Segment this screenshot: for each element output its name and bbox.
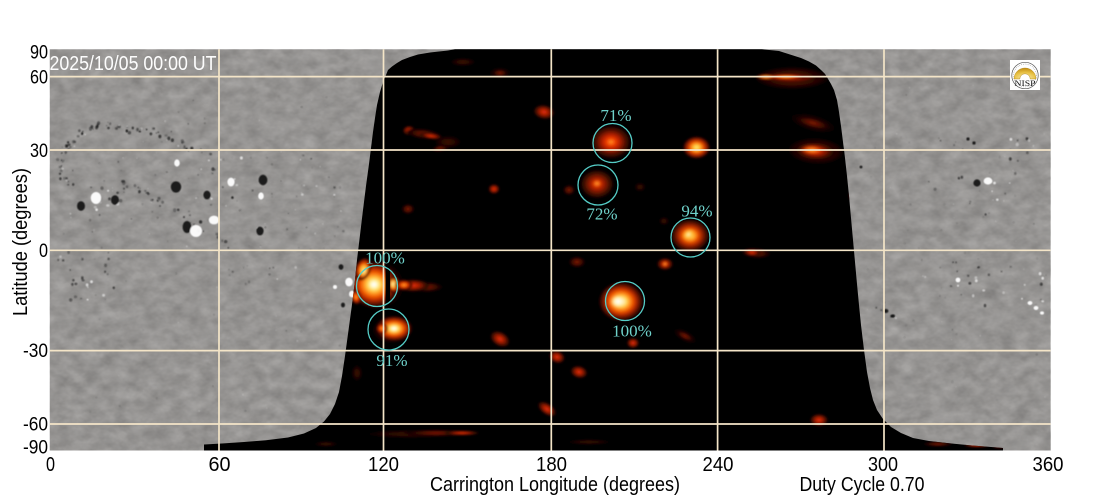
svg-text:Latitude (degrees): Latitude (degrees) <box>10 168 32 316</box>
svg-text:-90: -90 <box>23 437 48 459</box>
svg-text:72%: 72% <box>586 205 617 224</box>
svg-text:NISP: NISP <box>1015 79 1037 88</box>
svg-text:100%: 100% <box>365 249 405 268</box>
svg-text:180: 180 <box>536 454 567 476</box>
svg-text:300: 300 <box>868 454 898 476</box>
svg-text:2025/10/05 00:00 UT: 2025/10/05 00:00 UT <box>50 53 217 75</box>
svg-text:Carrington Longitude (degrees): Carrington Longitude (degrees) <box>430 474 680 496</box>
svg-text:360: 360 <box>1033 454 1064 476</box>
svg-text:0: 0 <box>39 240 48 262</box>
svg-text:-30: -30 <box>23 340 48 362</box>
svg-text:60: 60 <box>209 454 231 476</box>
svg-text:90: 90 <box>30 42 48 64</box>
svg-text:Duty Cycle 0.70: Duty Cycle 0.70 <box>800 474 925 496</box>
svg-text:60: 60 <box>30 66 48 88</box>
svg-text:-60: -60 <box>23 414 48 436</box>
svg-text:120: 120 <box>368 454 399 476</box>
svg-text:240: 240 <box>703 454 734 476</box>
svg-text:100%: 100% <box>612 322 652 341</box>
svg-text:30: 30 <box>30 140 48 162</box>
svg-text:71%: 71% <box>600 106 631 125</box>
svg-text:94%: 94% <box>681 202 712 221</box>
svg-text:0: 0 <box>46 454 55 476</box>
svg-text:91%: 91% <box>376 351 407 370</box>
